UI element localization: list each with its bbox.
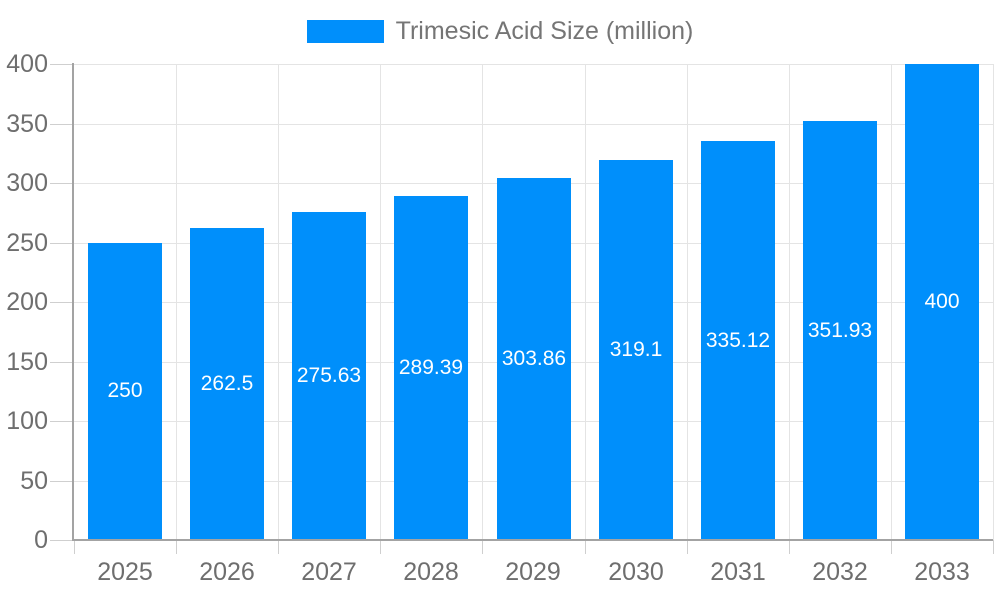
y-axis-tick: [50, 421, 74, 422]
y-tick-label: 200: [6, 288, 48, 316]
v-gridline: [993, 64, 994, 540]
v-gridline: [278, 64, 279, 540]
x-axis-tick: [380, 540, 381, 554]
x-axis-tick: [891, 540, 892, 554]
bar-value-label: 262.5: [200, 372, 254, 395]
y-tick-label: 50: [20, 467, 48, 495]
x-tick-label: 2029: [505, 558, 561, 586]
y-axis-tick: [50, 64, 74, 65]
legend-swatch: [306, 19, 384, 43]
bar-value-label: 275.63: [296, 364, 362, 387]
x-tick-label: 2030: [608, 558, 664, 586]
bar-value-label: 319.1: [609, 338, 663, 361]
y-axis-tick: [50, 540, 74, 541]
h-gridline: [74, 64, 993, 65]
bar-value-label: 250: [107, 379, 143, 402]
x-tick-label: 2028: [403, 558, 459, 586]
v-gridline: [380, 64, 381, 540]
x-axis-tick: [482, 540, 483, 554]
x-axis-tick: [585, 540, 586, 554]
bar-value-label: 289.39: [398, 356, 464, 379]
y-axis-tick: [50, 481, 74, 482]
x-tick-label: 2027: [301, 558, 357, 586]
x-tick-label: 2026: [199, 558, 255, 586]
v-gridline: [176, 64, 177, 540]
x-tick-label: 2025: [97, 558, 153, 586]
bar[interactable]: [803, 121, 877, 540]
x-tick-label: 2033: [914, 558, 970, 586]
x-tick-label: 2031: [710, 558, 766, 586]
v-gridline: [789, 64, 790, 540]
x-axis-tick: [789, 540, 790, 554]
y-axis-tick: [50, 362, 74, 363]
legend-label: Trimesic Acid Size (million): [395, 17, 694, 45]
bar[interactable]: [292, 212, 366, 540]
h-gridline: [74, 124, 993, 125]
chart-legend[interactable]: Trimesic Acid Size (million): [0, 18, 1000, 44]
v-gridline: [585, 64, 586, 540]
y-tick-label: 350: [6, 110, 48, 138]
y-tick-label: 250: [6, 229, 48, 257]
y-tick-label: 150: [6, 348, 48, 376]
y-axis-tick: [50, 183, 74, 184]
y-tick-label: 400: [6, 50, 48, 78]
v-gridline: [687, 64, 688, 540]
bar-value-label: 400: [924, 290, 960, 313]
v-gridline: [891, 64, 892, 540]
x-axis-tick: [176, 540, 177, 554]
bar-value-label: 335.12: [705, 329, 771, 352]
v-gridline: [482, 64, 483, 540]
bar[interactable]: [905, 64, 979, 540]
bar[interactable]: [88, 243, 162, 541]
y-tick-label: 0: [34, 526, 48, 554]
bar[interactable]: [190, 228, 264, 540]
bar[interactable]: [599, 160, 673, 540]
x-axis-tick: [993, 540, 994, 554]
y-tick-label: 300: [6, 169, 48, 197]
bar[interactable]: [701, 141, 775, 540]
x-tick-label: 2032: [812, 558, 868, 586]
bar-value-label: 351.93: [807, 319, 873, 342]
y-axis-line: [72, 63, 74, 540]
bar[interactable]: [497, 178, 571, 540]
x-axis-tick: [278, 540, 279, 554]
y-axis-tick: [50, 124, 74, 125]
y-axis-tick: [50, 243, 74, 244]
bar[interactable]: [394, 196, 468, 540]
y-tick-label: 100: [6, 407, 48, 435]
y-axis-tick: [50, 302, 74, 303]
x-axis-line: [72, 539, 993, 541]
x-axis-tick: [74, 540, 75, 554]
x-axis-tick: [687, 540, 688, 554]
bar-value-label: 303.86: [501, 347, 567, 370]
